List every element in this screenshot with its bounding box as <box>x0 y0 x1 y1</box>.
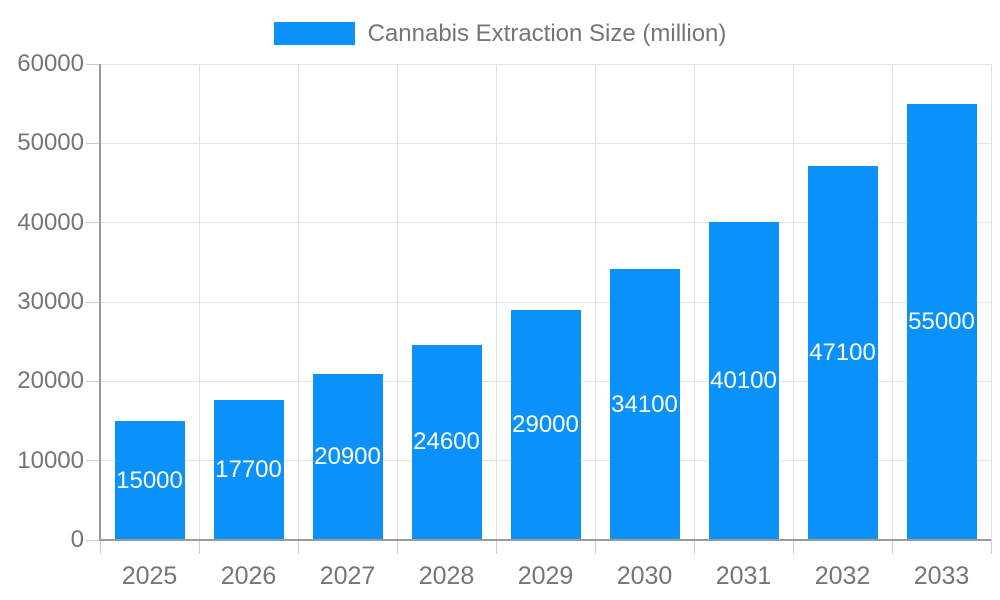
x-axis-tick-label: 2025 <box>121 562 178 590</box>
y-axis-tick <box>86 380 100 382</box>
bar-2033[interactable] <box>906 103 977 539</box>
x-gridline <box>297 64 299 540</box>
x-axis-tick-label: 2030 <box>616 562 673 590</box>
bar-value-label: 20900 <box>314 443 381 471</box>
bar-2029[interactable] <box>510 309 581 539</box>
x-axis-tick-label: 2032 <box>814 562 871 590</box>
x-gridline <box>198 64 200 540</box>
x-axis-tick <box>198 540 200 554</box>
x-gridline <box>693 64 695 540</box>
y-axis-tick <box>86 222 100 224</box>
x-axis-tick-label: 2028 <box>418 562 475 590</box>
x-axis-tick-label: 2029 <box>517 562 574 590</box>
y-axis-tick <box>86 63 100 65</box>
y-gridline <box>100 63 991 65</box>
bar-2025[interactable] <box>114 421 185 539</box>
x-gridline <box>396 64 398 540</box>
y-axis-tick-label: 40000 <box>17 208 84 236</box>
x-axis-tick-label: 2026 <box>220 562 277 590</box>
x-axis-tick <box>693 540 695 554</box>
bar-2032[interactable] <box>807 166 878 539</box>
y-axis-tick <box>86 460 100 462</box>
y-gridline <box>100 301 991 303</box>
x-axis-tick <box>990 540 992 554</box>
x-axis-tick <box>495 540 497 554</box>
y-axis-tick-label: 50000 <box>17 129 84 157</box>
y-axis-tick <box>86 142 100 144</box>
y-axis-line <box>99 64 101 540</box>
x-gridline <box>792 64 794 540</box>
y-gridline <box>100 142 991 144</box>
y-axis-tick-label: 20000 <box>17 367 84 395</box>
bar-value-label: 47100 <box>809 339 876 367</box>
legend-label: Cannabis Extraction Size (million) <box>367 20 727 47</box>
bar-value-label: 29000 <box>512 410 579 438</box>
x-axis-tick <box>396 540 398 554</box>
x-axis-line <box>99 539 991 541</box>
y-axis-tick-label: 60000 <box>17 50 84 77</box>
x-gridline <box>495 64 497 540</box>
y-gridline <box>100 222 991 224</box>
y-axis-tick-label: 30000 <box>17 288 84 315</box>
x-axis-tick <box>792 540 794 554</box>
legend-swatch-icon <box>273 22 355 45</box>
x-axis-tick <box>594 540 596 554</box>
bar-value-label: 34100 <box>611 390 678 418</box>
bar-2030[interactable] <box>609 269 680 539</box>
bar-value-label: 40100 <box>710 366 777 394</box>
x-gridline <box>891 64 893 540</box>
x-axis-tick <box>99 540 101 554</box>
y-axis-tick-label: 0 <box>70 526 84 553</box>
x-axis-tick-label: 2031 <box>715 562 772 590</box>
bar-2031[interactable] <box>708 221 779 539</box>
y-axis-tick-label: 10000 <box>17 446 84 474</box>
bar-value-label: 15000 <box>116 466 183 494</box>
y-axis-tick <box>86 301 100 303</box>
x-axis-tick <box>891 540 893 554</box>
bar-value-label: 55000 <box>908 307 975 335</box>
x-axis-tick-label: 2027 <box>319 562 376 590</box>
y-axis-tick <box>86 539 100 541</box>
bar-value-label: 24600 <box>413 428 480 456</box>
legend[interactable]: Cannabis Extraction Size (million) <box>0 20 1000 47</box>
x-gridline <box>990 64 992 540</box>
x-axis-tick-label: 2033 <box>913 562 970 590</box>
x-axis-tick <box>297 540 299 554</box>
bar-2027[interactable] <box>312 374 383 539</box>
bar-value-label: 17700 <box>215 455 282 483</box>
x-gridline <box>594 64 596 540</box>
bar-2028[interactable] <box>411 344 482 539</box>
bar-2026[interactable] <box>213 399 284 539</box>
